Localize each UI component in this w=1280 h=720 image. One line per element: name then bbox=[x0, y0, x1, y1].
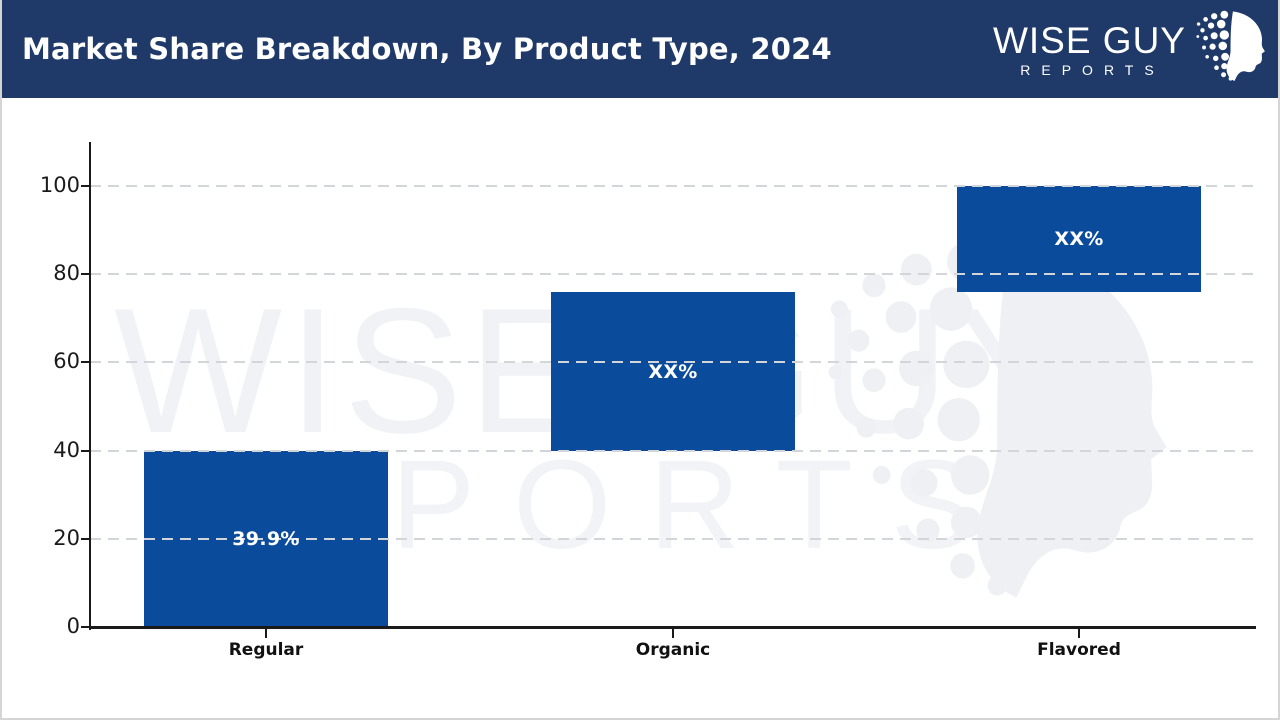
x-category-label: Flavored bbox=[1037, 640, 1121, 660]
gridline-20 bbox=[90, 537, 1255, 540]
brand-logo-text: WISE GUY REPORTS bbox=[993, 22, 1186, 77]
bar-value-label: XX% bbox=[648, 360, 698, 383]
y-tick-label: 0 bbox=[66, 614, 80, 638]
bar-flavored: XX% bbox=[957, 186, 1201, 293]
gridline-40 bbox=[90, 449, 1255, 452]
x-category-label: Organic bbox=[635, 640, 711, 660]
brand-logo: WISE GUY REPORTS bbox=[993, 4, 1268, 94]
y-tick-mark bbox=[81, 449, 90, 452]
header-bar: Market Share Breakdown, By Product Type,… bbox=[2, 0, 1278, 98]
bar-value-label: 39.9% bbox=[232, 528, 300, 550]
x-tick-mark bbox=[265, 629, 267, 638]
brand-subtitle: REPORTS bbox=[1020, 61, 1165, 78]
x-axis-line bbox=[89, 626, 1256, 629]
bar-value-label: XX% bbox=[1054, 228, 1104, 251]
y-tick-label: 100 bbox=[39, 173, 80, 197]
bar-organic: XX% bbox=[551, 292, 795, 452]
y-tick-label: 60 bbox=[53, 349, 80, 374]
x-tick-mark bbox=[1078, 629, 1080, 638]
x-tick-mark bbox=[672, 629, 674, 638]
y-tick-label: 40 bbox=[53, 437, 80, 462]
y-tick-mark bbox=[81, 273, 90, 276]
brand-name: WISE GUY bbox=[992, 19, 1186, 61]
y-axis-line bbox=[89, 142, 91, 630]
y-tick-mark bbox=[81, 361, 90, 364]
y-tick-label: 80 bbox=[53, 261, 80, 286]
y-tick-mark bbox=[81, 537, 90, 540]
y-tick-mark bbox=[81, 185, 90, 187]
y-tick-mark bbox=[81, 626, 90, 628]
gridline-60 bbox=[90, 361, 1255, 364]
x-category-label: Regular bbox=[228, 640, 304, 660]
gridline-80 bbox=[90, 273, 1255, 276]
gridline-100 bbox=[90, 185, 1255, 187]
y-tick-label: 20 bbox=[53, 525, 80, 550]
chart-title: Market Share Breakdown, By Product Type,… bbox=[22, 32, 832, 66]
